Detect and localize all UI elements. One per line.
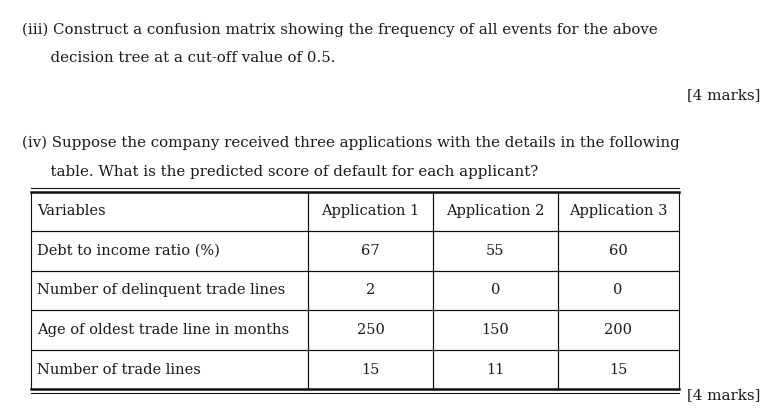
Text: (iv) Suppose the company received three applications with the details in the fol: (iv) Suppose the company received three … [22, 136, 679, 150]
Text: [4 marks]: [4 marks] [687, 388, 760, 402]
Text: 2: 2 [366, 283, 375, 297]
Bar [308, 271, 433, 310]
Text: 200: 200 [604, 323, 632, 337]
Text: decision tree at a cut-off value of 0.5.: decision tree at a cut-off value of 0.5. [22, 52, 335, 66]
Bar [308, 192, 433, 231]
Text: 60: 60 [608, 244, 628, 258]
Text: 150: 150 [481, 323, 509, 337]
Text: 55: 55 [486, 244, 505, 258]
Text: Debt to income ratio (%): Debt to income ratio (%) [37, 244, 220, 258]
Text: 67: 67 [361, 244, 380, 258]
Text: 0: 0 [613, 283, 623, 297]
Text: Application 1: Application 1 [321, 204, 420, 218]
Bar [308, 310, 433, 350]
Bar [31, 310, 308, 350]
Text: Variables: Variables [37, 204, 106, 218]
Bar [558, 310, 679, 350]
Bar [31, 231, 308, 271]
Text: [4 marks]: [4 marks] [687, 89, 760, 103]
Text: 250: 250 [356, 323, 385, 337]
Bar [308, 231, 433, 271]
Bar [31, 350, 308, 389]
Bar [308, 350, 433, 389]
Bar [31, 271, 308, 310]
Text: 15: 15 [609, 363, 627, 377]
Text: Age of oldest trade line in months: Age of oldest trade line in months [37, 323, 289, 337]
Bar [558, 231, 679, 271]
Bar [31, 192, 308, 231]
Bar [433, 271, 558, 310]
Bar [558, 350, 679, 389]
Text: Application 3: Application 3 [569, 204, 668, 218]
Text: Application 2: Application 2 [446, 204, 544, 218]
Bar [558, 271, 679, 310]
Text: 11: 11 [486, 363, 505, 377]
Bar [558, 192, 679, 231]
Bar [433, 310, 558, 350]
Text: (iii) Construct a confusion matrix showing the frequency of all events for the a: (iii) Construct a confusion matrix showi… [22, 23, 658, 37]
Bar [433, 192, 558, 231]
Text: table. What is the predicted score of default for each applicant?: table. What is the predicted score of de… [22, 165, 538, 179]
Bar [433, 350, 558, 389]
Text: Number of delinquent trade lines: Number of delinquent trade lines [37, 283, 285, 297]
Bar [433, 231, 558, 271]
Text: Number of trade lines: Number of trade lines [37, 363, 201, 377]
Text: 15: 15 [361, 363, 380, 377]
Text: 0: 0 [491, 283, 500, 297]
